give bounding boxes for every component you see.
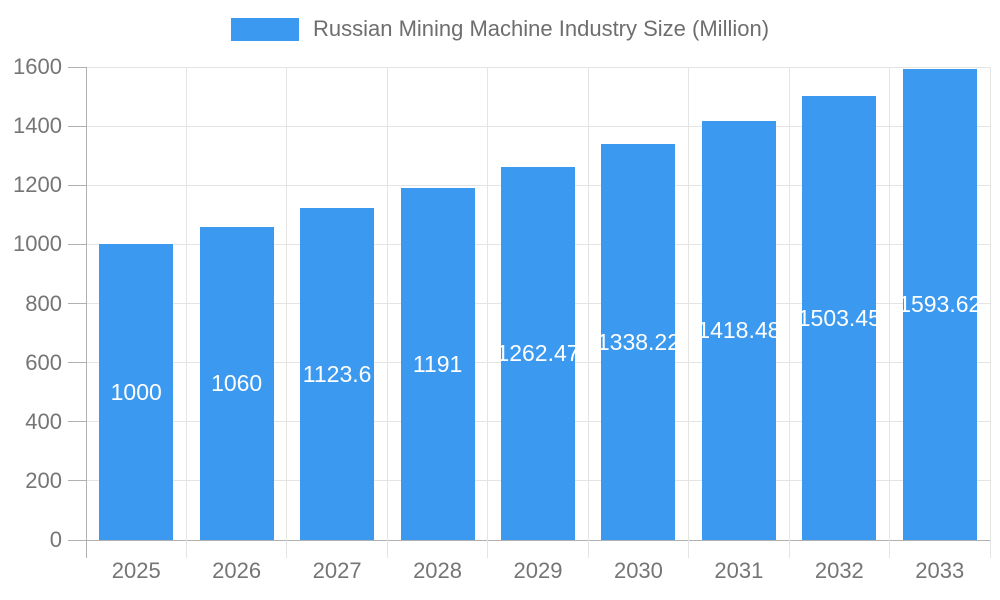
x-tick-label: 2025 <box>111 558 161 583</box>
bar[interactable] <box>501 166 575 540</box>
bar[interactable] <box>400 187 475 540</box>
bar-value-label: 1338.22 <box>596 329 680 356</box>
v-gridline <box>989 67 991 558</box>
x-tick-label: 2028 <box>413 558 463 583</box>
bar[interactable] <box>701 120 776 540</box>
bar[interactable] <box>601 144 676 540</box>
y-tick-label: 1200 <box>13 172 62 198</box>
x-tick-label: 2026 <box>212 558 262 583</box>
v-gridline <box>286 67 288 558</box>
v-gridline <box>185 67 187 558</box>
bar-value-label: 1503.45 <box>797 304 881 331</box>
y-tick-label: 200 <box>25 467 62 493</box>
bar-value-label: 1123.6 <box>302 360 372 387</box>
x-tick-label: 2031 <box>714 558 764 583</box>
bar-value-label: 1262.47 <box>496 340 580 367</box>
bar-value-label: 1593.62 <box>898 291 982 318</box>
h-gridline <box>86 125 990 127</box>
y-tick-mark <box>68 421 86 423</box>
bar-value-label: 1060 <box>211 370 263 397</box>
v-gridline <box>587 67 589 558</box>
bar[interactable] <box>802 95 877 540</box>
y-tick-mark <box>68 184 86 186</box>
y-tick-mark <box>68 480 86 482</box>
bar[interactable] <box>99 244 174 540</box>
x-tick-label: 2033 <box>915 558 965 583</box>
bar-value-label: 1418.48 <box>697 317 781 344</box>
v-gridline <box>688 67 690 558</box>
bar[interactable] <box>902 68 977 540</box>
v-gridline <box>889 67 891 558</box>
y-tick-mark <box>68 125 86 127</box>
y-tick-label: 800 <box>25 290 62 316</box>
y-tick-label: 400 <box>25 408 62 434</box>
bar[interactable] <box>199 226 274 540</box>
legend-swatch-icon <box>230 17 299 41</box>
v-gridline <box>386 67 388 558</box>
legend: Russian Mining Machine Industry Size (Mi… <box>0 14 1000 44</box>
y-tick-mark <box>68 539 86 541</box>
y-tick-label: 0 <box>49 527 62 552</box>
y-tick-label: 1000 <box>13 231 62 257</box>
legend-label: Russian Mining Machine Industry Size (Mi… <box>312 16 770 41</box>
y-tick-mark <box>68 243 86 245</box>
legend-item[interactable]: Russian Mining Machine Industry Size (Mi… <box>230 14 770 44</box>
x-tick-label: 2032 <box>814 558 864 583</box>
y-tick-label: 1400 <box>13 113 62 139</box>
bar-value-label: 1191 <box>412 350 463 377</box>
v-gridline <box>487 67 489 558</box>
x-tick-label: 2030 <box>613 558 663 583</box>
bar-value-label: 1000 <box>110 379 162 406</box>
y-axis-line <box>85 67 87 558</box>
x-tick-label: 2027 <box>312 558 362 583</box>
bar[interactable] <box>300 207 375 540</box>
v-gridline <box>788 67 790 558</box>
x-axis-baseline <box>86 539 990 541</box>
h-gridline <box>86 66 990 68</box>
y-tick-label: 600 <box>25 349 62 375</box>
y-tick-label: 1600 <box>13 54 62 79</box>
y-tick-mark <box>68 66 86 68</box>
y-tick-mark <box>68 362 86 364</box>
y-tick-mark <box>68 303 86 304</box>
x-tick-label: 2029 <box>513 558 563 583</box>
